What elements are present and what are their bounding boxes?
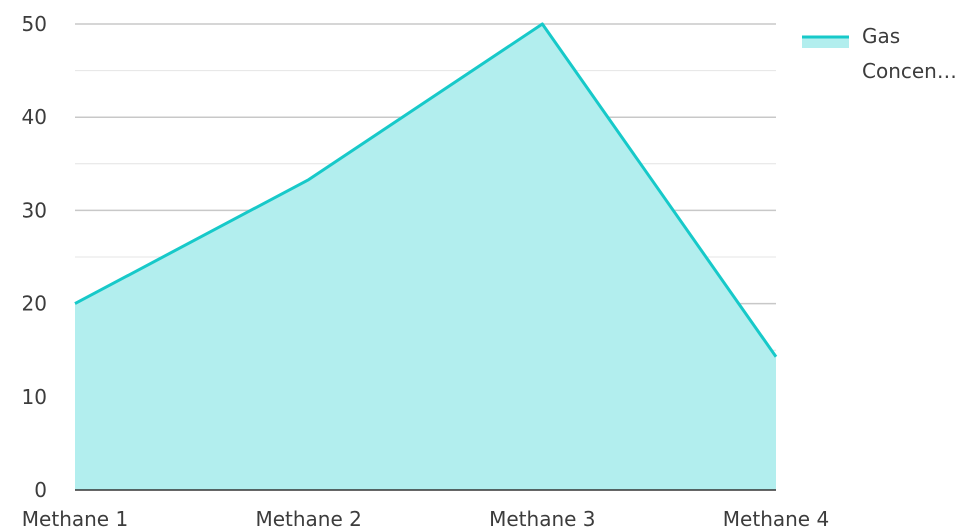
- y-tick-label: 30: [22, 198, 47, 222]
- legend-swatch: [802, 36, 849, 48]
- y-tick-label: 20: [22, 292, 47, 316]
- y-tick-label: 0: [34, 478, 47, 502]
- y-tick-label: 40: [22, 105, 47, 129]
- y-tick-label: 10: [22, 385, 47, 409]
- legend-label-line-2: Concen…: [862, 59, 957, 83]
- x-tick-label: Methane 3: [489, 507, 595, 531]
- legend[interactable]: Gas Concen…: [802, 24, 957, 83]
- tick-labels: 0 10 20 30 40 50 Methane 1 Methane 2 Methane 3 Me…: [22, 12, 830, 531]
- x-tick-label: Methane 1: [22, 507, 128, 531]
- x-tick-label: Methane 2: [255, 507, 361, 531]
- series-line[interactable]: [74, 22, 778, 358]
- series-area-layer: [74, 22, 778, 490]
- y-tick-label: 50: [22, 12, 47, 36]
- x-tick-label: Methane 4: [723, 507, 829, 531]
- legend-label-line-1: Gas: [862, 24, 900, 48]
- series-area-fill: [75, 24, 776, 490]
